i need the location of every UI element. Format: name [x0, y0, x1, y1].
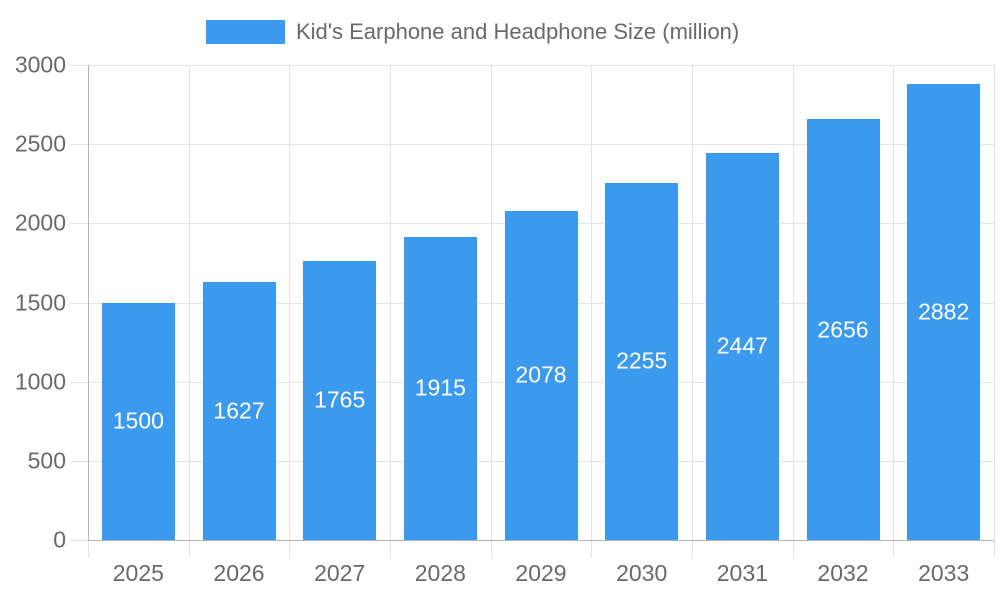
- y-tick-label: 500: [27, 447, 66, 474]
- y-axis-tick: [70, 223, 88, 225]
- y-axis-tick: [70, 540, 88, 541]
- gridline-horizontal: [88, 65, 994, 66]
- bar[interactable]: [303, 260, 377, 540]
- x-tick-label: 2029: [515, 560, 567, 586]
- y-tick-label: 2000: [14, 209, 66, 236]
- y-tick-label: 1500: [14, 289, 66, 315]
- gridline-vertical: [692, 65, 693, 540]
- bar[interactable]: [705, 152, 779, 540]
- legend[interactable]: Kid's Earphone and Headphone Size (milli…: [206, 19, 739, 45]
- bar[interactable]: [101, 302, 175, 540]
- y-axis-tick: [70, 144, 88, 146]
- bar-value-label: 2656: [817, 316, 869, 343]
- bar[interactable]: [806, 119, 880, 540]
- x-tick-label: 2031: [716, 560, 768, 586]
- gridline-vertical: [188, 65, 190, 540]
- bar[interactable]: [504, 210, 578, 540]
- y-axis-tick: [70, 65, 88, 66]
- bar-value-label: 2447: [716, 332, 768, 359]
- x-axis-tick: [188, 540, 190, 558]
- bar-value-label: 1765: [314, 386, 366, 413]
- gridline-vertical: [289, 65, 291, 540]
- x-axis-tick: [692, 540, 693, 558]
- y-axis-tick: [70, 460, 88, 462]
- x-axis-tick: [591, 540, 593, 558]
- gridline-vertical: [490, 65, 492, 540]
- x-axis-tick: [490, 540, 492, 558]
- y-tick-label: 0: [53, 526, 66, 553]
- legend-label: Kid's Earphone and Headphone Size (milli…: [296, 19, 740, 44]
- legend-swatch: [206, 20, 285, 44]
- y-tick-label: 2500: [14, 130, 66, 157]
- gridline-vertical: [994, 65, 995, 540]
- y-tick-label: 1000: [14, 368, 66, 395]
- gridline-vertical: [893, 65, 895, 540]
- x-axis-line: [88, 540, 994, 541]
- gridline-vertical: [591, 65, 593, 540]
- x-axis-tick: [289, 540, 291, 558]
- bar-value-label: 1500: [112, 407, 164, 434]
- x-tick-label: 2032: [817, 560, 869, 586]
- bar[interactable]: [202, 282, 276, 540]
- y-axis-tick: [70, 381, 88, 383]
- y-axis-line: [88, 65, 89, 540]
- bar-value-label: 2882: [918, 298, 970, 325]
- bar[interactable]: [403, 236, 477, 540]
- y-axis-tick: [70, 302, 88, 304]
- x-axis-tick: [893, 540, 895, 558]
- x-tick-label: 2033: [918, 560, 970, 586]
- bar-value-label: 1627: [213, 397, 265, 424]
- x-tick-label: 2030: [616, 560, 668, 586]
- gridline-vertical: [792, 65, 794, 540]
- x-tick-label: 2027: [314, 560, 366, 586]
- x-tick-label: 2028: [414, 560, 466, 586]
- bar-value-label: 1915: [414, 374, 466, 401]
- y-tick-label: 3000: [14, 51, 66, 78]
- x-tick-label: 2026: [213, 560, 265, 586]
- x-axis-tick: [88, 540, 89, 558]
- bar[interactable]: [605, 182, 679, 540]
- bar-value-label: 2255: [616, 347, 668, 374]
- x-axis-tick: [792, 540, 794, 558]
- bar[interactable]: [907, 83, 981, 540]
- x-axis-tick: [390, 540, 391, 558]
- bar-value-label: 2078: [515, 361, 567, 388]
- gridline-horizontal: [88, 144, 994, 146]
- gridline-vertical: [390, 65, 391, 540]
- x-axis-tick: [994, 540, 995, 558]
- x-tick-label: 2025: [112, 560, 164, 586]
